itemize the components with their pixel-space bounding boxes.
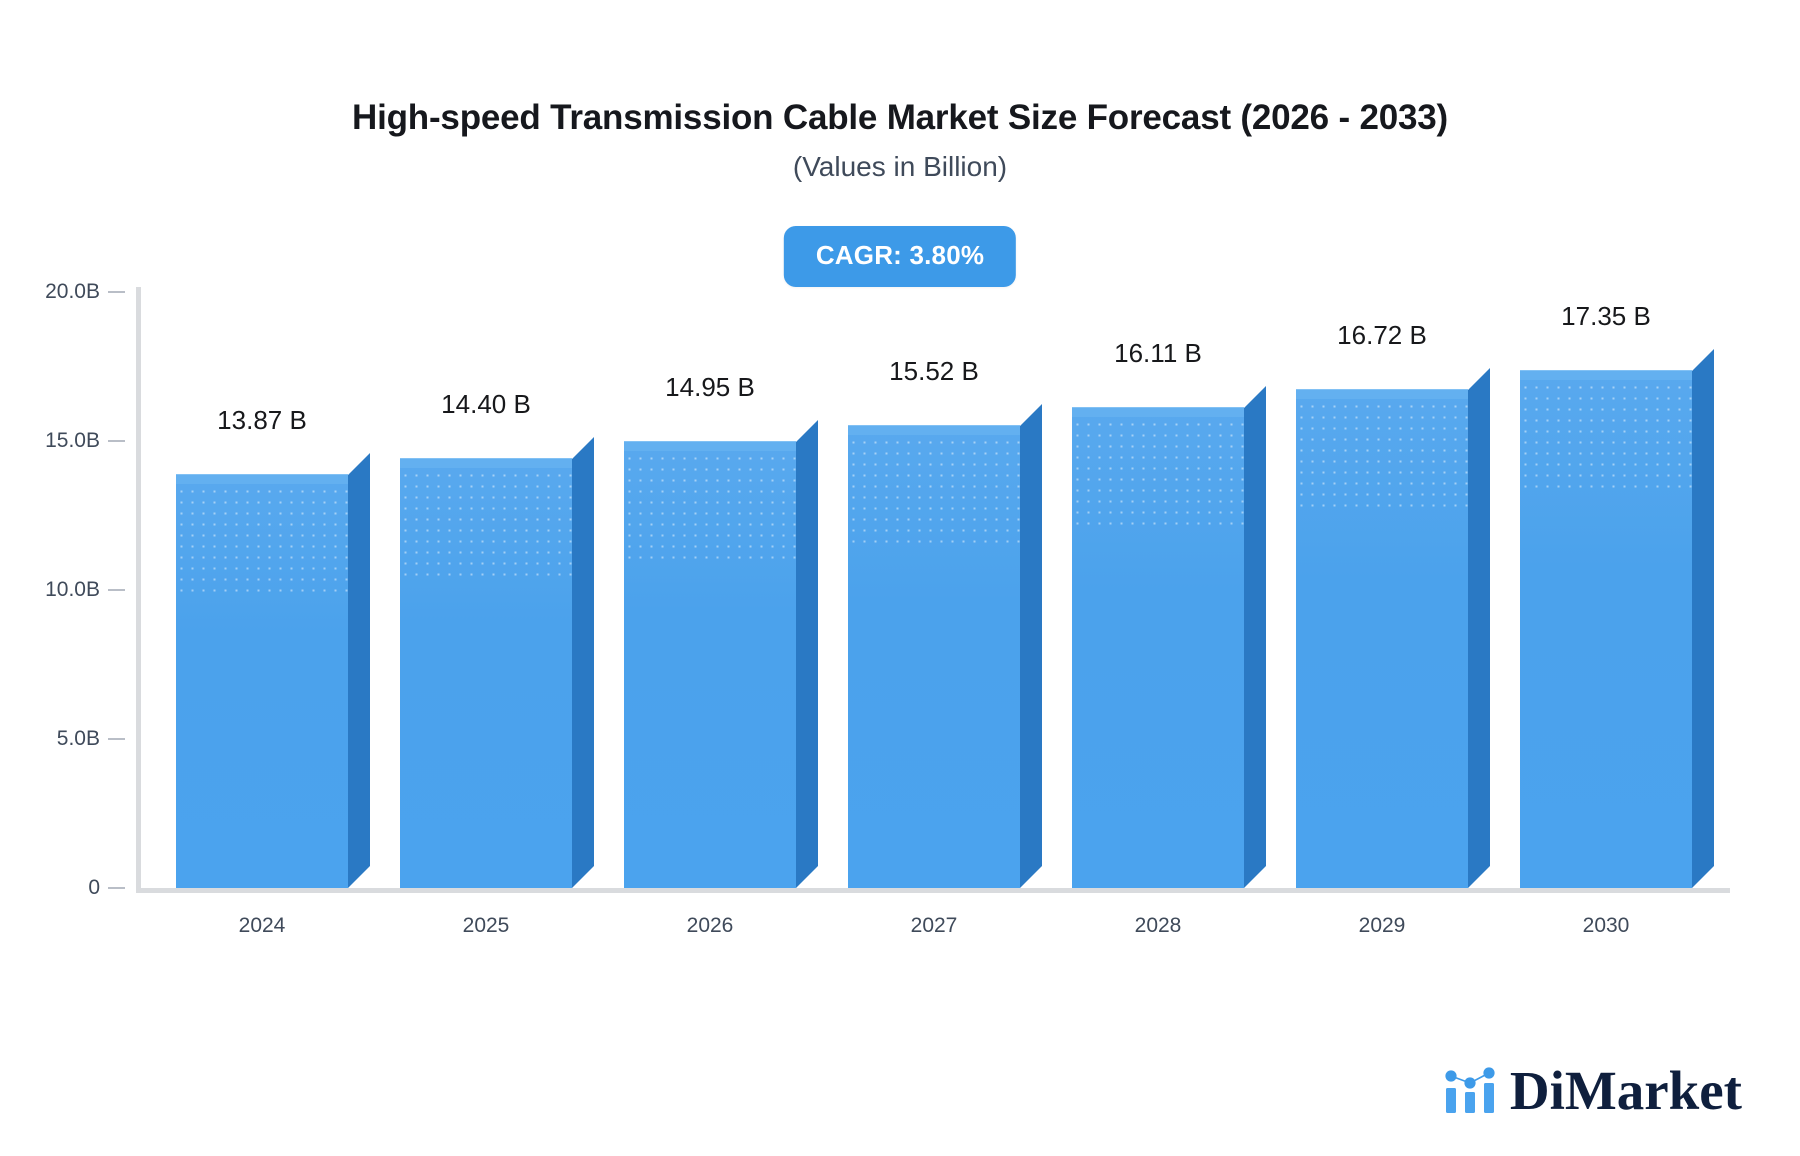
y-axis-tick-mark xyxy=(108,440,125,442)
bar-group[interactable] xyxy=(1296,368,1490,888)
brand-logo: DiMarket xyxy=(1444,1063,1742,1118)
bar-value-label: 17.35 B xyxy=(1561,301,1651,331)
bar-side-face xyxy=(348,453,370,888)
bar-group[interactable] xyxy=(400,437,594,888)
bar-top-face xyxy=(1296,389,1468,399)
bar-group[interactable] xyxy=(848,404,1042,888)
y-axis-tick-mark xyxy=(108,291,125,293)
bar-group[interactable] xyxy=(624,420,818,888)
bar-side-face xyxy=(1468,368,1490,888)
title-block: High-speed Transmission Cable Market Siz… xyxy=(0,96,1800,186)
bar-front-face xyxy=(1520,371,1692,888)
y-axis-tick-label: 10.0B xyxy=(45,578,100,601)
bar-value-label: 14.95 B xyxy=(665,372,755,402)
chart-subtitle: (Values in Billion) xyxy=(792,151,1008,182)
x-axis-category-label: 2028 xyxy=(1134,914,1182,937)
bar-side-face xyxy=(572,437,594,888)
bar-group[interactable] xyxy=(1520,349,1714,888)
bar-front-face xyxy=(176,475,348,888)
logo-text: DiMarket xyxy=(1509,1060,1742,1121)
bar-value-label: 15.52 B xyxy=(889,356,979,386)
page-title: High-speed Transmission Cable Market Siz… xyxy=(352,98,1448,137)
bar-value-label: 13.87 B xyxy=(217,405,307,435)
bar-top-face xyxy=(176,474,348,484)
bar-value-label: 16.72 B xyxy=(1337,320,1427,350)
bar-front-face xyxy=(848,426,1020,888)
bar-value-label: 14.40 B xyxy=(441,389,531,419)
bar-top-face xyxy=(624,441,796,451)
y-axis-tick-label: 20.0B xyxy=(45,280,100,303)
bar-top-face xyxy=(400,458,572,468)
bar-top-face xyxy=(1520,370,1692,380)
bar-front-face xyxy=(624,442,796,888)
bar-front-face xyxy=(1072,408,1244,888)
y-axis-tick-mark xyxy=(108,738,125,740)
bar-group[interactable] xyxy=(176,453,370,888)
y-axis-tick-label: 0 xyxy=(88,876,100,899)
bar-side-face xyxy=(1244,386,1266,888)
bar-side-face xyxy=(1692,349,1714,888)
bar-chart-logo-icon xyxy=(1445,1066,1495,1113)
y-axis-tick-label: 5.0B xyxy=(56,727,100,750)
bar-side-face xyxy=(796,420,818,888)
x-axis-category-label: 2027 xyxy=(910,914,958,937)
y-axis-tick-label: 15.0B xyxy=(45,429,100,452)
bar-front-face xyxy=(400,459,572,888)
x-axis-category-label: 2026 xyxy=(686,914,734,937)
bar-top-face xyxy=(1072,407,1244,417)
y-axis-tick-mark xyxy=(108,887,125,889)
bar-front-face xyxy=(1296,390,1468,888)
y-axis-tick-mark xyxy=(108,589,125,591)
bar-group[interactable] xyxy=(1072,386,1266,888)
x-axis-category-label: 2025 xyxy=(462,914,510,937)
x-axis-category-label: 2024 xyxy=(238,914,286,937)
x-axis-category-label: 2030 xyxy=(1582,914,1630,937)
x-axis-line xyxy=(136,888,1730,893)
cagr-badge: CAGR: 3.80% xyxy=(783,226,1017,287)
y-axis-line xyxy=(136,287,141,893)
bar-side-face xyxy=(1020,404,1042,888)
x-axis-category-label: 2029 xyxy=(1358,914,1406,937)
bar-value-label: 16.11 B xyxy=(1114,338,1202,368)
bar-top-face xyxy=(848,425,1020,435)
